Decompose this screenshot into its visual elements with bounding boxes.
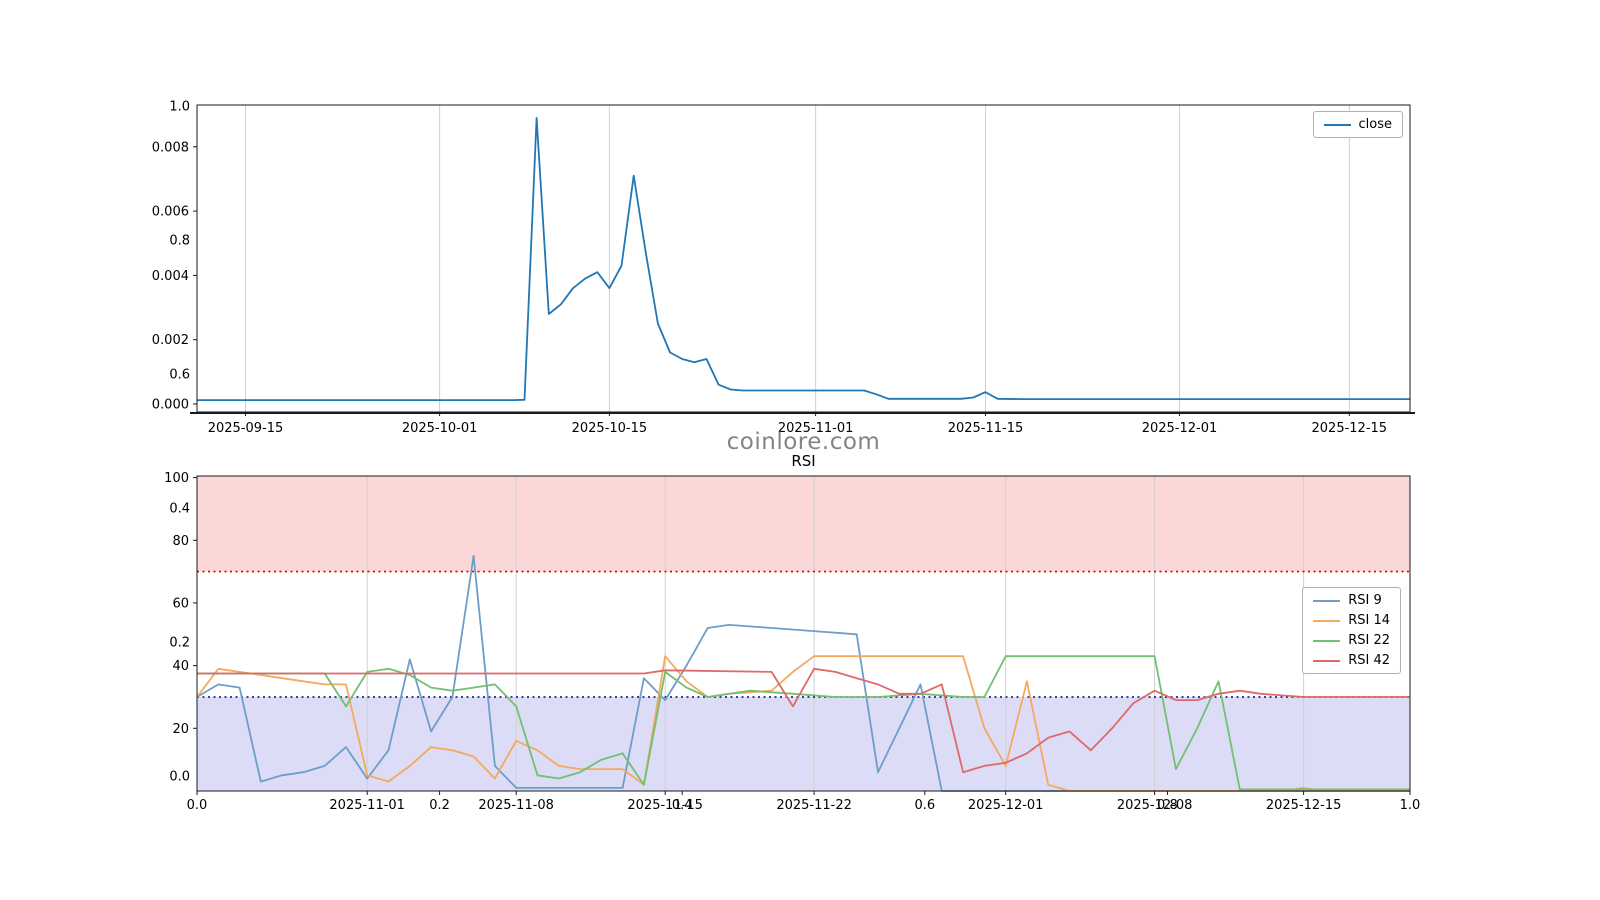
svg-text:20: 20 <box>172 722 189 737</box>
series-close-line <box>197 117 1410 402</box>
svg-text:2025-09-15: 2025-09-15 <box>208 421 284 436</box>
legend-label-rsi14: RSI 14 <box>1348 613 1390 628</box>
svg-text:2025-12-15: 2025-12-15 <box>1266 798 1342 813</box>
legend-label-rsi9: RSI 9 <box>1348 593 1382 608</box>
svg-text:0.004: 0.004 <box>152 269 189 284</box>
svg-text:2025-10-15: 2025-10-15 <box>572 421 648 436</box>
svg-text:0.4: 0.4 <box>672 798 693 813</box>
svg-text:2025-10-01: 2025-10-01 <box>402 421 478 436</box>
svg-text:1.0: 1.0 <box>1400 798 1421 813</box>
rsi42-line-swatch <box>1313 659 1341 662</box>
svg-text:0.0: 0.0 <box>169 770 190 785</box>
svg-text:2025-11-01: 2025-11-01 <box>778 421 854 436</box>
series-rsi-22-line <box>197 655 1410 791</box>
close-line-swatch <box>1323 123 1351 126</box>
svg-text:0.4: 0.4 <box>169 502 190 517</box>
svg-text:0.6: 0.6 <box>169 368 190 383</box>
rsi-legend: RSI 9 RSI 14 RSI 22 RSI 42 <box>1302 587 1401 674</box>
svg-text:2025-11-15: 2025-11-15 <box>627 798 703 813</box>
svg-text:0.006: 0.006 <box>152 205 189 220</box>
svg-text:0.0: 0.0 <box>187 798 208 813</box>
svg-text:100: 100 <box>164 471 189 486</box>
price-legend: close <box>1312 111 1403 138</box>
rsi9-line-swatch <box>1313 599 1341 602</box>
series-rsi-14-line <box>196 655 1410 792</box>
svg-text:0.2: 0.2 <box>169 636 190 651</box>
svg-text:0.8: 0.8 <box>1157 798 1178 813</box>
rsi22-line-swatch <box>1313 639 1341 642</box>
legend-item-close: close <box>1323 116 1392 133</box>
rsi14-line-swatch <box>1313 619 1341 622</box>
svg-text:0.008: 0.008 <box>152 140 189 155</box>
svg-text:0.002: 0.002 <box>152 333 189 348</box>
series-rsi-42-line <box>197 667 1410 774</box>
legend-item-rsi42: RSI 42 <box>1313 652 1390 669</box>
rsi-chart-title: RSI <box>791 452 816 470</box>
svg-text:60: 60 <box>172 596 189 611</box>
svg-text:0.8: 0.8 <box>169 234 190 249</box>
svg-text:0.2: 0.2 <box>429 798 450 813</box>
series-rsi-9-line <box>196 555 1410 792</box>
svg-text:2025-12-08: 2025-12-08 <box>1117 798 1193 813</box>
svg-text:0.000: 0.000 <box>152 397 189 412</box>
svg-text:2025-12-01: 2025-12-01 <box>1142 421 1218 436</box>
legend-label-rsi22: RSI 22 <box>1348 633 1390 648</box>
legend-item-rsi22: RSI 22 <box>1313 632 1390 649</box>
svg-text:0.6: 0.6 <box>914 798 935 813</box>
oversold-band <box>197 696 1410 791</box>
svg-text:2025-11-08: 2025-11-08 <box>478 798 554 813</box>
svg-text:2025-12-01: 2025-12-01 <box>968 798 1044 813</box>
legend-item-rsi9: RSI 9 <box>1313 592 1390 609</box>
legend-item-rsi14: RSI 14 <box>1313 612 1390 629</box>
legend-label-rsi42: RSI 42 <box>1348 653 1390 668</box>
svg-text:2025-11-22: 2025-11-22 <box>776 798 852 813</box>
svg-text:40: 40 <box>172 659 189 674</box>
svg-text:80: 80 <box>172 534 189 549</box>
svg-text:2025-12-15: 2025-12-15 <box>1312 421 1388 436</box>
overbought-band <box>197 476 1410 572</box>
legend-label-close: close <box>1358 117 1392 132</box>
svg-text:1.0: 1.0 <box>169 100 190 115</box>
svg-text:2025-11-01: 2025-11-01 <box>329 798 405 813</box>
svg-text:2025-11-15: 2025-11-15 <box>948 421 1024 436</box>
